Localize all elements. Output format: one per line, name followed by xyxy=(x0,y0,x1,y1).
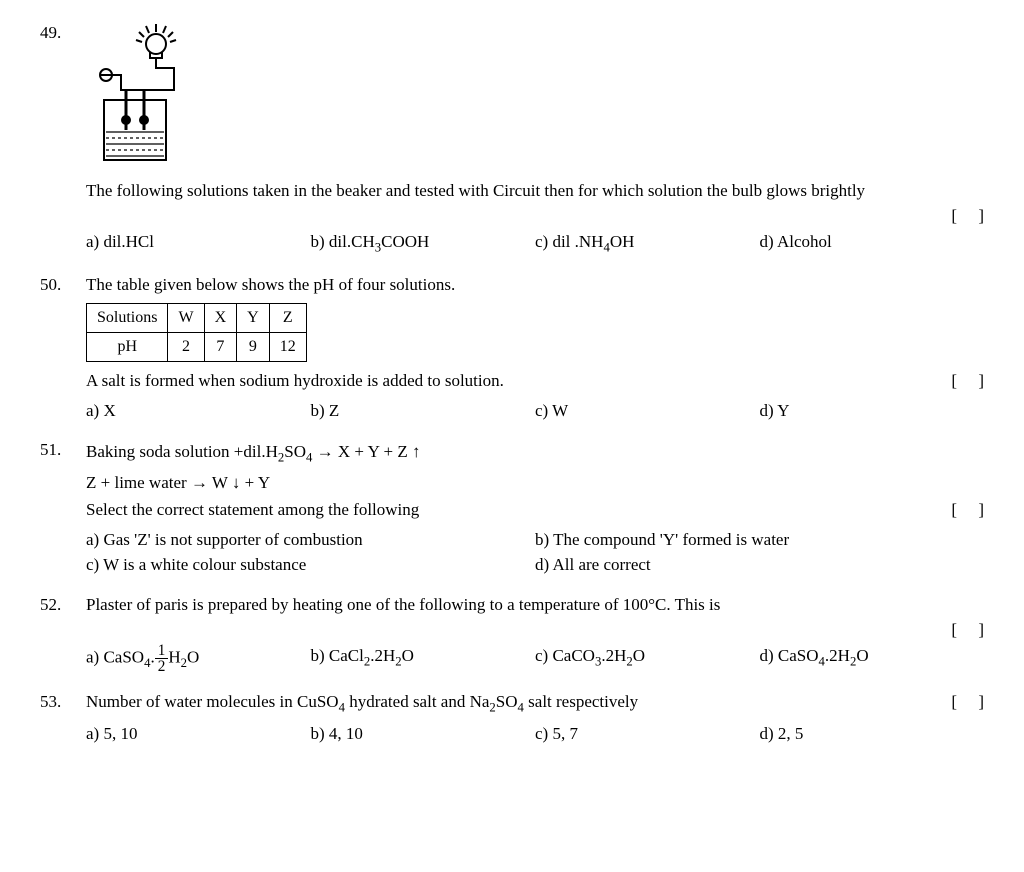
option-d: d) CaSO4.2H2O xyxy=(760,643,985,675)
question-number: 50. xyxy=(40,272,86,424)
table-cell: 9 xyxy=(237,333,270,362)
options-row: a) dil.HCl b) dil.CH3COOH c) dil .NH4OH … xyxy=(86,229,984,258)
table-cell: Y xyxy=(237,304,270,333)
answer-bracket: [ ] xyxy=(951,497,984,523)
circuit-diagram xyxy=(86,20,186,170)
option-a: a) CaSO4.12H2O xyxy=(86,643,311,675)
table-cell: 7 xyxy=(204,333,237,362)
equation-2: Z + lime water → W ↓ + Y xyxy=(86,470,984,496)
question-51: 51. Baking soda solution +dil.H2SO4 → X … xyxy=(40,437,984,578)
option-c: c) W xyxy=(535,398,760,424)
option-c: c) W is a white colour substance xyxy=(86,552,535,578)
option-a: a) X xyxy=(86,398,311,424)
question-stem: The table given below shows the pH of fo… xyxy=(86,272,984,298)
options-row: a) 5, 10 b) 4, 10 c) 5, 7 d) 2, 5 xyxy=(86,721,984,747)
equation-1: Baking soda solution +dil.H2SO4 → X + Y … xyxy=(86,439,984,468)
fraction: 12 xyxy=(155,643,169,675)
question-number: 52. xyxy=(40,592,86,675)
table-header: pH xyxy=(87,333,168,362)
question-stem: Number of water molecules in CuSO4 hydra… xyxy=(86,692,638,711)
table-cell: 12 xyxy=(269,333,306,362)
question-line2: A salt is formed when sodium hydroxide i… xyxy=(86,371,504,390)
question-number: 49. xyxy=(40,20,86,258)
question-number: 53. xyxy=(40,689,86,747)
option-b: b) The compound 'Y' formed is water xyxy=(535,527,984,553)
table-cell: X xyxy=(204,304,237,333)
option-b: b) dil.CH3COOH xyxy=(311,229,536,258)
option-d: d) 2, 5 xyxy=(760,721,985,747)
ph-table: Solutions W X Y Z pH 2 7 9 12 xyxy=(86,303,307,362)
question-number: 51. xyxy=(40,437,86,578)
options-row: a) X b) Z c) W d) Y xyxy=(86,398,984,424)
answer-bracket: [ ] xyxy=(951,203,984,229)
question-52: 52. Plaster of paris is prepared by heat… xyxy=(40,592,984,675)
option-d: d) Alcohol xyxy=(760,229,985,258)
question-49: 49. xyxy=(40,20,984,258)
option-c: c) 5, 7 xyxy=(535,721,760,747)
option-a: a) 5, 10 xyxy=(86,721,311,747)
question-stem: Select the correct statement among the f… xyxy=(86,500,419,519)
option-a: a) dil.HCl xyxy=(86,229,311,258)
options-row: a) Gas 'Z' is not supporter of combustio… xyxy=(86,527,984,578)
options-row: a) CaSO4.12H2O b) CaCl2.2H2O c) CaCO3.2H… xyxy=(86,643,984,675)
question-50: 50. The table given below shows the pH o… xyxy=(40,272,984,424)
table-cell: W xyxy=(168,304,204,333)
question-53: 53. Number of water molecules in CuSO4 h… xyxy=(40,689,984,747)
option-c: c) CaCO3.2H2O xyxy=(535,643,760,675)
option-d: d) Y xyxy=(760,398,985,424)
table-cell: Z xyxy=(269,304,306,333)
table-cell: 2 xyxy=(168,333,204,362)
option-a: a) Gas 'Z' is not supporter of combustio… xyxy=(86,527,535,553)
question-stem: Plaster of paris is prepared by heating … xyxy=(86,595,720,614)
table-header: Solutions xyxy=(87,304,168,333)
option-d: d) All are correct xyxy=(535,552,984,578)
option-b: b) 4, 10 xyxy=(311,721,536,747)
question-stem: The following solutions taken in the bea… xyxy=(86,181,865,200)
option-b: b) CaCl2.2H2O xyxy=(311,643,536,675)
answer-bracket: [ ] xyxy=(951,689,984,715)
answer-bracket: [ ] xyxy=(951,368,984,394)
option-c: c) dil .NH4OH xyxy=(535,229,760,258)
option-b: b) Z xyxy=(311,398,536,424)
answer-bracket: [ ] xyxy=(951,617,984,643)
